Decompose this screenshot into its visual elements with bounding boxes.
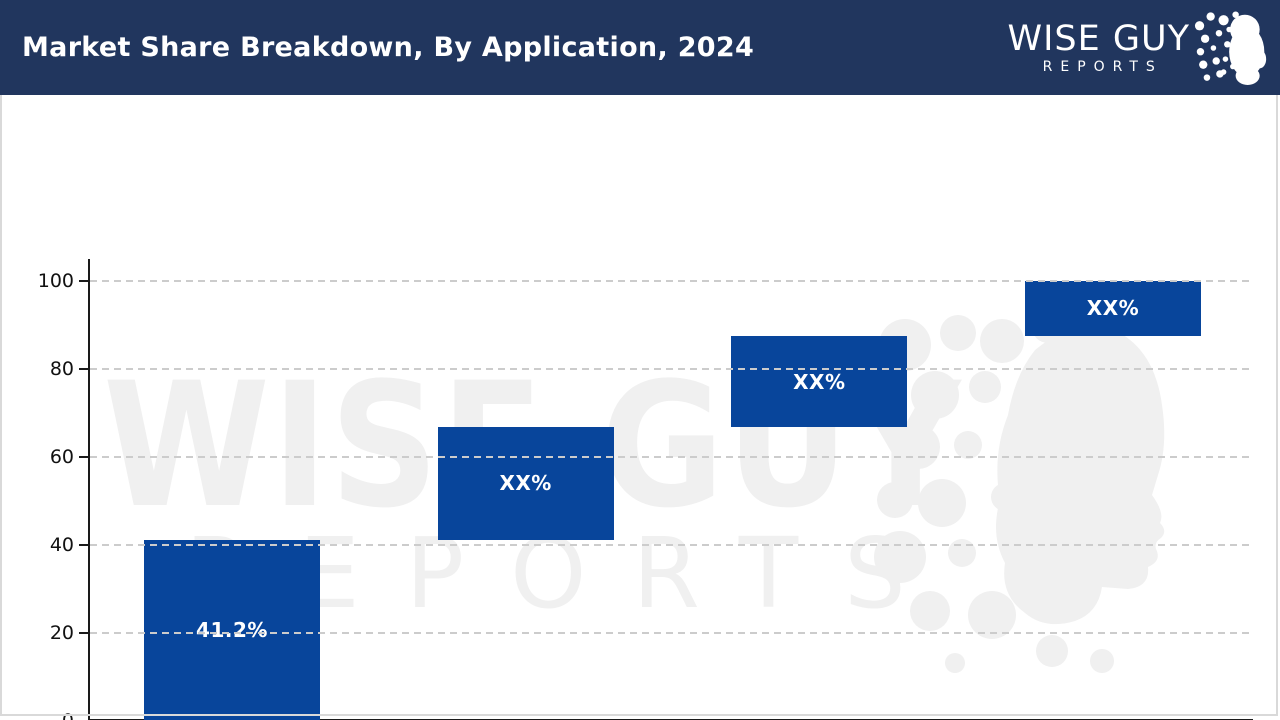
bar-automotive: 41.2% xyxy=(144,539,320,720)
y-tick-label: 100 xyxy=(37,270,74,292)
y-tick-label: 60 xyxy=(49,446,74,468)
y-tick-label: 80 xyxy=(49,358,74,380)
gridline-100 xyxy=(90,280,1253,282)
brand-subname: REPORTS xyxy=(1042,58,1163,75)
bar-marine: XX% xyxy=(1025,281,1201,336)
bar-value-label: XX% xyxy=(793,369,846,394)
gridline-20 xyxy=(90,632,1253,634)
chart-area: WISE GUY REPORTS 02040608010041.2%Automo… xyxy=(0,95,1280,720)
gridline-80 xyxy=(90,368,1253,370)
plot: 02040608010041.2%AutomotiveXX%AerospaceX… xyxy=(38,259,1253,720)
y-tick-label: 20 xyxy=(49,622,74,644)
y-tick-60 xyxy=(79,456,88,458)
bar-value-label: XX% xyxy=(499,471,552,496)
page-title: Market Share Breakdown, By Application, … xyxy=(22,32,755,63)
bar-construction: XX% xyxy=(731,336,908,428)
y-tick-label: 0 xyxy=(26,709,74,720)
y-tick-80 xyxy=(79,368,88,370)
y-tick-100 xyxy=(79,280,88,282)
watermark-face xyxy=(858,311,1165,673)
brand-face-icon xyxy=(1194,11,1267,85)
bar-value-label: XX% xyxy=(1086,296,1140,321)
bar-aerospace: XX% xyxy=(437,427,614,540)
gridline-40 xyxy=(90,544,1253,546)
y-tick-40 xyxy=(79,544,88,546)
brand-name: WISE GUY xyxy=(1007,19,1190,60)
y-tick-label: 40 xyxy=(49,534,74,556)
header: Market Share Breakdown, By Application, … xyxy=(0,0,1280,95)
brand-logo: WISE GUY REPORTS xyxy=(1007,6,1268,90)
y-tick-20 xyxy=(79,632,88,634)
gridline-60 xyxy=(90,456,1253,458)
brand-logo-text: WISE GUY REPORTS xyxy=(1007,21,1190,75)
bar-value-label: 41.2% xyxy=(196,618,268,643)
